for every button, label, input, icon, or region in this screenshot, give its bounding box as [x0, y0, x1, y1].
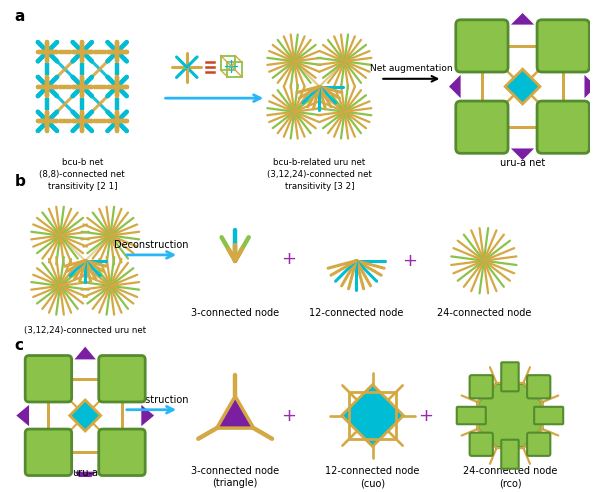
FancyBboxPatch shape	[470, 375, 493, 399]
FancyBboxPatch shape	[456, 20, 508, 72]
Text: 12-connected node: 12-connected node	[309, 308, 403, 318]
Polygon shape	[341, 385, 404, 446]
Text: 3-connected node: 3-connected node	[191, 308, 279, 318]
FancyBboxPatch shape	[534, 407, 563, 424]
Polygon shape	[70, 400, 101, 431]
Text: 3-connected node
(triangle): 3-connected node (triangle)	[191, 466, 279, 488]
Polygon shape	[16, 405, 29, 426]
FancyBboxPatch shape	[25, 356, 71, 402]
Polygon shape	[74, 472, 96, 485]
Polygon shape	[217, 396, 254, 428]
FancyBboxPatch shape	[501, 440, 518, 469]
Polygon shape	[142, 405, 154, 426]
FancyBboxPatch shape	[456, 101, 508, 154]
FancyBboxPatch shape	[470, 432, 493, 456]
Text: uru-a net: uru-a net	[500, 158, 545, 168]
Polygon shape	[478, 383, 542, 448]
Polygon shape	[449, 75, 461, 98]
Text: +: +	[418, 406, 433, 425]
Polygon shape	[511, 13, 534, 25]
FancyBboxPatch shape	[457, 407, 486, 424]
Text: b: b	[14, 174, 25, 188]
Text: Net augmentation: Net augmentation	[370, 64, 452, 73]
FancyBboxPatch shape	[25, 429, 71, 475]
Text: bcu-b net
(8,8)-connected net
transitivity [2 1]: bcu-b net (8,8)-connected net transitivi…	[40, 158, 125, 191]
Text: +: +	[402, 252, 417, 270]
Text: Deconstruction: Deconstruction	[114, 395, 188, 405]
Text: uru-a: uru-a	[72, 468, 98, 478]
FancyBboxPatch shape	[99, 429, 145, 475]
Text: Deconstruction: Deconstruction	[114, 241, 188, 250]
Text: 24-connected node
(rco): 24-connected node (rco)	[463, 466, 557, 488]
Polygon shape	[74, 347, 96, 359]
FancyBboxPatch shape	[99, 356, 145, 402]
FancyBboxPatch shape	[537, 101, 589, 154]
Polygon shape	[511, 149, 534, 160]
FancyBboxPatch shape	[527, 375, 550, 399]
Polygon shape	[505, 69, 540, 104]
FancyBboxPatch shape	[501, 362, 518, 391]
Text: +: +	[281, 406, 296, 425]
Text: (3,12,24)-connected uru net: (3,12,24)-connected uru net	[24, 326, 146, 335]
Text: a: a	[14, 9, 25, 24]
Text: 12-connected node
(cuo): 12-connected node (cuo)	[325, 466, 420, 488]
Polygon shape	[584, 75, 596, 98]
FancyBboxPatch shape	[537, 20, 589, 72]
Text: c: c	[14, 338, 23, 353]
Text: +: +	[281, 250, 296, 268]
Text: bcu-b-related uru net
(3,12,24)-connected net
transitivity [3 2]: bcu-b-related uru net (3,12,24)-connecte…	[267, 158, 372, 191]
FancyBboxPatch shape	[527, 432, 550, 456]
Text: 24-connected node: 24-connected node	[437, 308, 531, 318]
